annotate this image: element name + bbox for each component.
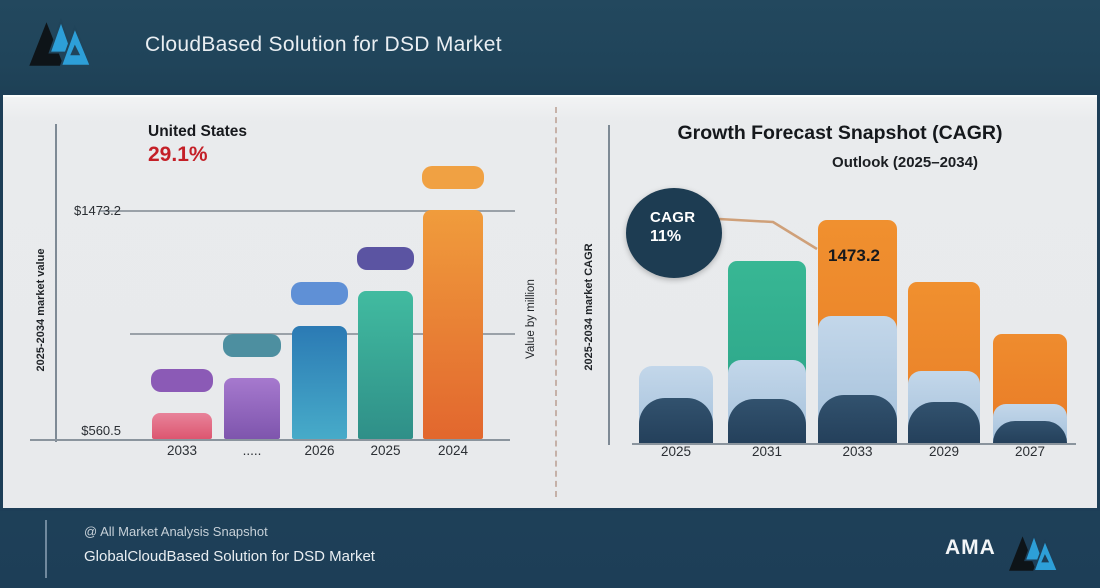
footer-report-title: GlobalCloudBased Solution for DSD Market xyxy=(84,548,375,565)
footer: @ All Market Analysis Snapshot GlobalClo… xyxy=(0,511,1100,588)
x-axis-tick-label: 2027 xyxy=(1014,444,1046,459)
value-bar xyxy=(152,412,212,439)
value-bar xyxy=(423,210,483,439)
left-y-axis-line xyxy=(55,124,57,442)
stacked-bar-segment xyxy=(908,401,980,443)
ama-logo-icon xyxy=(29,17,93,67)
right-x-axis-line xyxy=(632,443,1076,445)
left-right-side-axis-label: Value by million xyxy=(525,279,537,359)
left-y-tick-top: $1473.2 xyxy=(74,203,121,218)
right-y-axis-line xyxy=(608,125,610,445)
bar-cap xyxy=(357,247,414,271)
stacked-bar-segment xyxy=(728,398,806,443)
right-y-axis-label: 2025-2034 market CAGR xyxy=(583,243,595,371)
left-chart-title: United States xyxy=(148,123,248,140)
left-y-axis-label: 2025-2034 market value xyxy=(35,248,47,372)
bar-cap xyxy=(223,333,281,357)
footer-divider-line xyxy=(45,520,47,578)
cagr-badge-label: CAGR xyxy=(650,209,696,226)
left-chart-highlight-value: 29.1% xyxy=(148,143,208,166)
footer-brand-text: AMA xyxy=(945,536,996,559)
stacked-bar-segment xyxy=(818,394,897,443)
x-axis-tick-label: 2025 xyxy=(370,443,401,458)
stacked-bar-segment xyxy=(639,398,713,443)
bar-cap xyxy=(422,166,484,189)
right-chart-title: Growth Forecast Snapshot (CAGR) xyxy=(677,122,1003,144)
page-title: CloudBased Solution for DSD Market xyxy=(145,33,502,56)
bar-cap xyxy=(151,368,213,392)
cagr-badge: CAGR 11% xyxy=(626,188,722,278)
left-y-tick-bottom: $560.5 xyxy=(81,423,121,438)
value-bar xyxy=(292,326,347,439)
panel-divider xyxy=(555,107,557,497)
x-axis-tick-label: ..... xyxy=(242,443,262,458)
x-axis-tick-label: 2029 xyxy=(928,444,960,459)
x-axis-tick-label: 2033 xyxy=(842,444,873,459)
bar-cap xyxy=(291,282,348,306)
left-x-axis-line xyxy=(30,439,510,441)
value-bar xyxy=(358,291,413,439)
x-axis-tick-label: 2025 xyxy=(660,444,692,459)
value-bar xyxy=(224,377,280,439)
x-axis-tick-label: 2031 xyxy=(751,444,783,459)
x-axis-tick-label: 2026 xyxy=(304,443,335,458)
right-chart-subtitle: Outlook (2025–2034) xyxy=(832,154,978,171)
x-axis-tick-label: 2033 xyxy=(166,443,198,458)
left-gridline-top xyxy=(100,210,515,212)
cagr-badge-value: 11% xyxy=(650,228,682,245)
x-axis-tick-label: 2024 xyxy=(437,443,469,458)
content-area: 2025-2034 market value $1473.2 $560.5 Un… xyxy=(3,95,1097,508)
bar-value-annotation: 1473.2 xyxy=(828,246,880,265)
footer-ama-logo-icon xyxy=(1009,533,1059,572)
stacked-bar-segment xyxy=(993,421,1067,443)
header: CloudBased Solution for DSD Market xyxy=(0,0,1100,90)
footer-source-text: @ All Market Analysis Snapshot xyxy=(84,524,268,539)
